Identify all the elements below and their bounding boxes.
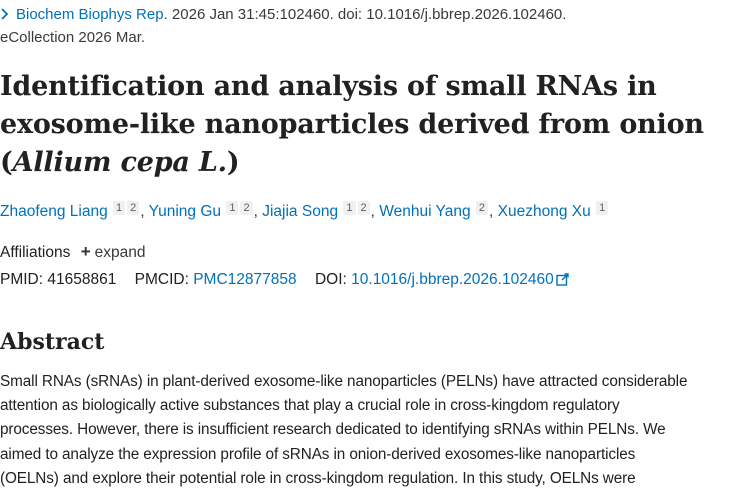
affiliation-badge[interactable]: 1 <box>343 201 356 215</box>
author-link[interactable]: Wenhui Yang <box>379 203 471 220</box>
affiliations-label: Affiliations <box>0 244 71 261</box>
pmcid-label: PMCID: <box>134 271 189 288</box>
pmid-value: 41658861 <box>47 271 117 288</box>
abstract-text: Small RNAs (sRNAs) in plant-derived exos… <box>0 370 748 491</box>
plus-icon: + <box>80 242 91 261</box>
abstract-line: attention as biologically active substan… <box>0 397 620 415</box>
affiliation-badge[interactable]: 2 <box>475 201 489 215</box>
affiliation-badge[interactable]: 2 <box>240 201 253 215</box>
citation-details: 2026 Jan 31:45:102460. doi: 10.1016/j.bb… <box>167 6 567 23</box>
author-link[interactable]: Jiajia Song <box>262 203 339 220</box>
abstract-line: (OELNs) and explore their potential role… <box>0 469 636 487</box>
affiliations-row: Affiliations + expand <box>0 240 145 265</box>
doi-value: 10.1016/j.bbrep.2026.102460 <box>351 271 554 288</box>
pmcid-link[interactable]: PMC12877858 <box>193 271 297 288</box>
author-link[interactable]: Zhaofeng Liang <box>0 203 108 220</box>
expand-affiliations-button[interactable]: + expand <box>81 240 146 265</box>
abstract-line: Small RNAs (sRNAs) in plant-derived exos… <box>0 373 688 390</box>
author-link[interactable]: Yuning Gu <box>148 203 222 220</box>
doi-link[interactable]: 10.1016/j.bbrep.2026.102460 <box>351 271 569 288</box>
title-species: Allium cepa L. <box>12 147 227 178</box>
affiliation-badge[interactable]: 2 <box>357 201 370 215</box>
author-link[interactable]: Xuezhong Xu <box>497 203 591 220</box>
title-text: Identification and analysis of small RNA… <box>0 71 704 178</box>
title-end: ) <box>226 147 240 178</box>
abstract-line: aimed to analyze the expression profile … <box>0 445 636 463</box>
journal-link[interactable]: Biochem Biophys Rep. <box>16 6 168 23</box>
expand-label: expand <box>94 244 146 261</box>
ecollection-text: eCollection 2026 Mar. <box>0 29 146 46</box>
identifiers-row: PMID: 41658861 PMCID: PMC12877858 DOI: 1… <box>0 268 583 292</box>
affiliation-badge[interactable]: 2 <box>127 201 140 215</box>
pmid-label: PMID: <box>0 271 44 288</box>
affiliation-badge[interactable]: 1 <box>596 201 609 215</box>
chevron-right-icon[interactable] <box>0 3 16 26</box>
doi-group: DOI: 10.1016/j.bbrep.2026.102460 <box>315 271 569 288</box>
affiliation-badge[interactable]: 1 <box>113 201 126 215</box>
doi-label: DOI: <box>314 271 347 288</box>
citation-line: Biochem Biophys Rep. 2026 Jan 31:45:1024… <box>0 3 750 49</box>
affiliation-badge[interactable]: 1 <box>226 201 239 215</box>
abstract-heading: Abstract <box>0 329 105 355</box>
external-link-icon <box>554 271 569 288</box>
pmid-group: PMID: 41658861 <box>0 271 121 288</box>
abstract-line: processes. However, there is insufficien… <box>0 421 666 439</box>
article-title: Identification and analysis of small RNA… <box>0 68 720 182</box>
pmcid-group: PMCID: PMC12877858 <box>135 271 301 288</box>
